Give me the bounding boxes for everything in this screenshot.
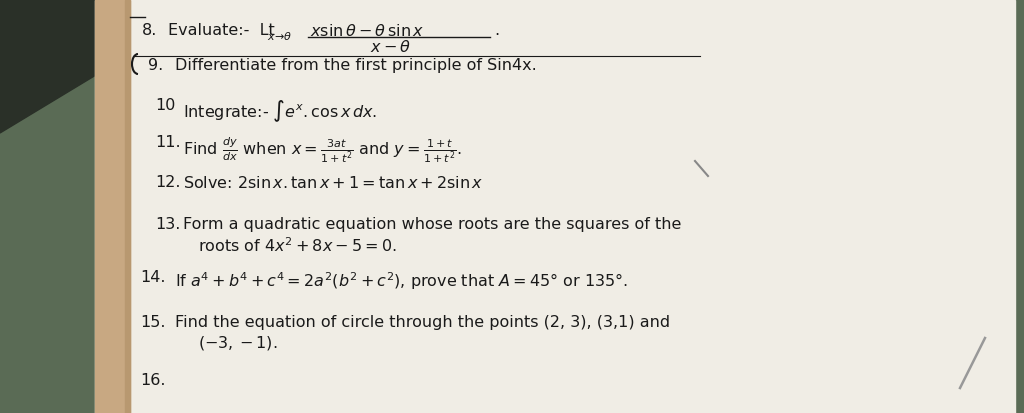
- Text: Integrate:- $\int e^x.\cos x\, dx$.: Integrate:- $\int e^x.\cos x\, dx$.: [183, 98, 377, 123]
- Text: 12.: 12.: [155, 175, 180, 190]
- Text: .: .: [494, 23, 499, 38]
- Text: 9.: 9.: [148, 58, 163, 73]
- Text: Differentiate from the first principle of Sin4x.: Differentiate from the first principle o…: [175, 58, 537, 73]
- Text: 16.: 16.: [140, 373, 166, 388]
- Text: $x\!\rightarrow\!\theta$: $x\!\rightarrow\!\theta$: [267, 30, 293, 42]
- Text: Evaluate:-  Lt: Evaluate:- Lt: [168, 23, 274, 38]
- Text: 10: 10: [155, 98, 175, 113]
- Polygon shape: [95, 0, 130, 413]
- Text: Find the equation of circle through the points (2, 3), (3,1) and: Find the equation of circle through the …: [175, 315, 670, 330]
- Bar: [95, 0, 1015, 413]
- Text: 11.: 11.: [155, 135, 180, 150]
- Text: Solve: $2\sin x.\tan x + 1 = \tan x + 2\sin x$: Solve: $2\sin x.\tan x + 1 = \tan x + 2\…: [183, 175, 483, 191]
- Text: 15.: 15.: [140, 315, 166, 330]
- Bar: [125, 0, 130, 413]
- Text: 13.: 13.: [155, 217, 180, 232]
- Text: Find $\frac{dy}{dx}$ when $x = \frac{3at}{1+t^2}$ and $y = \frac{1+t}{1+t^2}$.: Find $\frac{dy}{dx}$ when $x = \frac{3at…: [183, 135, 462, 165]
- Text: 14.: 14.: [140, 270, 166, 285]
- Polygon shape: [0, 0, 220, 133]
- Text: Form a quadratic equation whose roots are the squares of the: Form a quadratic equation whose roots ar…: [183, 217, 681, 232]
- Text: roots of $4x^2 + 8x - 5 = 0$.: roots of $4x^2 + 8x - 5 = 0$.: [198, 236, 396, 255]
- Text: $(-3,-1)$.: $(-3,-1)$.: [198, 334, 278, 352]
- Text: 8.: 8.: [142, 23, 158, 38]
- Text: If $a^4 + b^4 + c^4 = 2a^2(b^2 + c^2)$, prove that $A = 45°$ or $135°$.: If $a^4 + b^4 + c^4 = 2a^2(b^2 + c^2)$, …: [175, 270, 628, 292]
- Text: $x - \theta$: $x - \theta$: [370, 39, 411, 55]
- Text: $x\sin\theta - \theta\,\sin x$: $x\sin\theta - \theta\,\sin x$: [310, 23, 424, 39]
